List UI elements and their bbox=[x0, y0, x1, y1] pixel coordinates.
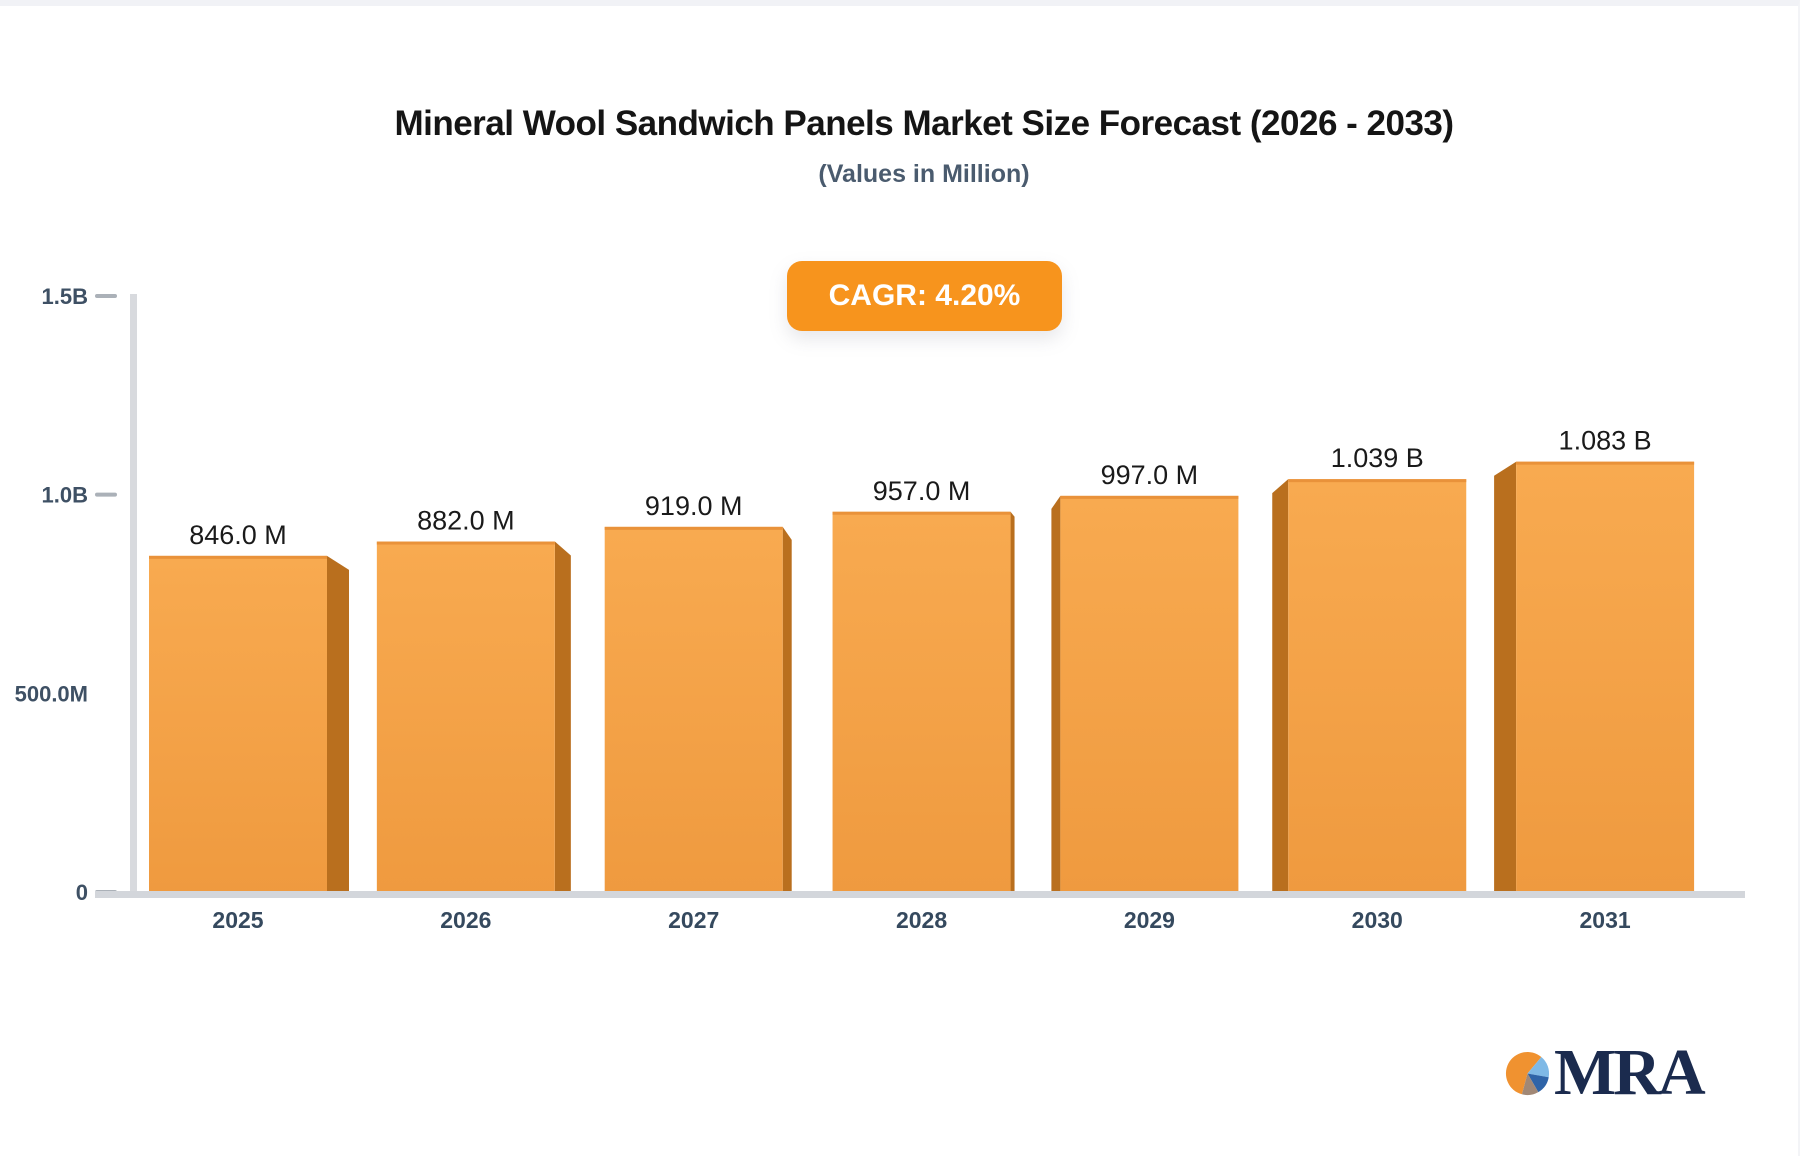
svg-text:997.0 M: 997.0 M bbox=[1101, 460, 1199, 490]
svg-text:1.0B: 1.0B bbox=[42, 483, 88, 508]
svg-text:919.0 M: 919.0 M bbox=[645, 491, 743, 521]
svg-text:1.039 B: 1.039 B bbox=[1331, 443, 1424, 473]
svg-text:2025: 2025 bbox=[212, 907, 263, 933]
svg-text:0: 0 bbox=[76, 880, 88, 905]
svg-text:2029: 2029 bbox=[1124, 907, 1175, 933]
svg-text:2027: 2027 bbox=[668, 907, 719, 933]
svg-text:500.0M: 500.0M bbox=[15, 681, 88, 706]
svg-text:2030: 2030 bbox=[1352, 907, 1403, 933]
chart-subtitle: (Values in Million) bbox=[818, 160, 1030, 188]
chart-title: Mineral Wool Sandwich Panels Market Size… bbox=[394, 104, 1454, 143]
cagr-badge: CAGR: 4.20% bbox=[787, 261, 1062, 331]
mra-logo: MRA bbox=[1504, 1036, 1706, 1109]
svg-text:957.0 M: 957.0 M bbox=[873, 476, 971, 506]
svg-text:2028: 2028 bbox=[896, 907, 947, 933]
svg-text:2031: 2031 bbox=[1580, 907, 1631, 933]
mra-logo-pie-icon bbox=[1505, 1051, 1550, 1095]
svg-text:2026: 2026 bbox=[440, 907, 491, 933]
mra-logo-text: MRA bbox=[1554, 1036, 1706, 1109]
chart-header: Mineral Wool Sandwich Panels Market Size… bbox=[50, 104, 1798, 189]
svg-text:1.083 B: 1.083 B bbox=[1559, 426, 1652, 456]
svg-text:846.0 M: 846.0 M bbox=[189, 520, 287, 550]
svg-text:882.0 M: 882.0 M bbox=[417, 506, 515, 536]
svg-text:1.5B: 1.5B bbox=[42, 284, 88, 309]
bar-chart: 1.5B 1.0B 500.0M 0 846.0 M 882.0 M 919.0 M 957.… bbox=[15, 284, 1745, 933]
